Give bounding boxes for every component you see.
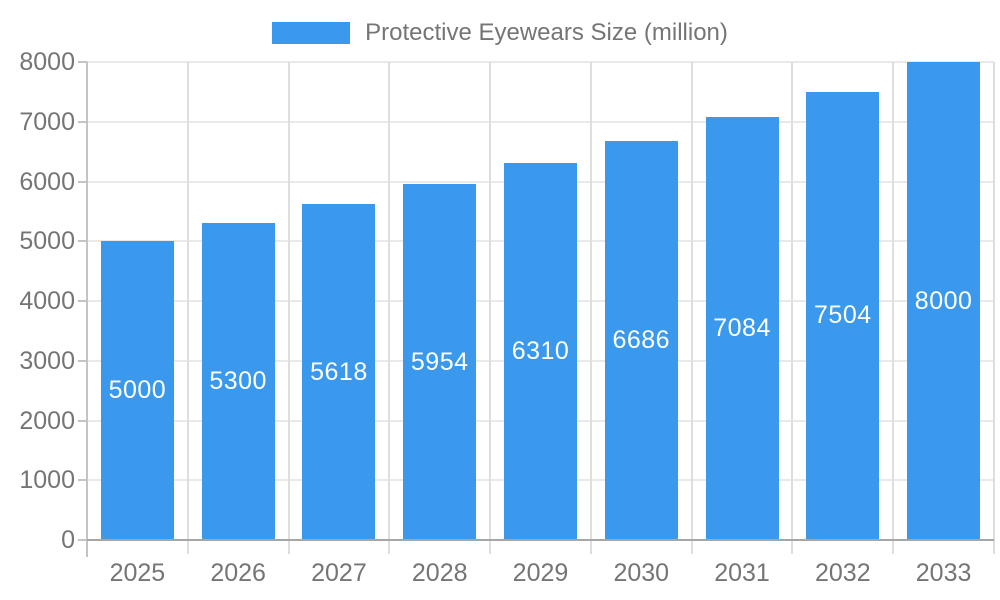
- x-axis-line: [87, 539, 994, 541]
- bar[interactable]: 7504: [806, 91, 880, 540]
- v-gridline: [791, 62, 794, 554]
- legend-label: Protective Eyewears Size (million): [365, 19, 728, 46]
- y-tick-label: 3000: [19, 346, 75, 375]
- bar[interactable]: 7084: [705, 116, 779, 540]
- bar[interactable]: 5300: [201, 223, 275, 540]
- x-tick-label: 2033: [915, 559, 972, 587]
- y-tick-label: 0: [61, 526, 75, 554]
- x-tick-label: 2027: [311, 559, 367, 587]
- x-tick-label: 2028: [411, 559, 468, 587]
- y-tick: [78, 539, 87, 541]
- bar-value-label: 6686: [612, 325, 671, 354]
- v-gridline: [589, 62, 592, 554]
- y-tick: [78, 240, 87, 243]
- y-tick: [78, 61, 87, 63]
- y-tick-label: 5000: [19, 227, 75, 256]
- v-gridline: [993, 62, 995, 554]
- v-gridline: [287, 62, 290, 554]
- bar[interactable]: 5618: [302, 204, 376, 540]
- legend-swatch: [272, 22, 351, 44]
- bar-value-label: 5300: [209, 367, 267, 396]
- y-tick: [78, 300, 87, 302]
- bar[interactable]: 8000: [907, 62, 981, 540]
- bar-value-label: 7084: [713, 313, 771, 342]
- x-tick-label: 2026: [210, 559, 266, 587]
- bar-value-label: 8000: [914, 286, 973, 315]
- bar-value-label: 5000: [108, 376, 167, 405]
- bar-value-label: 5618: [310, 357, 368, 386]
- bar[interactable]: 6310: [504, 162, 577, 540]
- x-tick-label: 2031: [714, 559, 770, 587]
- bar-value-label: 6310: [511, 336, 570, 365]
- x-tick-label: 2032: [815, 559, 871, 587]
- x-tick-label: 2025: [109, 559, 166, 587]
- y-tick-label: 6000: [19, 167, 75, 196]
- v-gridline: [690, 62, 693, 554]
- bar[interactable]: 5954: [403, 184, 477, 540]
- y-tick: [78, 359, 87, 362]
- legend-item[interactable]: Protective Eyewears Size (million): [272, 19, 728, 47]
- bar-value-label: 5954: [410, 347, 469, 376]
- y-tick-label: 7000: [19, 107, 75, 136]
- y-tick: [78, 180, 87, 183]
- y-tick: [78, 419, 87, 422]
- v-gridline: [186, 62, 189, 554]
- y-tick-label: 8000: [19, 48, 75, 76]
- bar[interactable]: 6686: [604, 140, 678, 540]
- x-tick-label: 2030: [613, 559, 670, 587]
- v-gridline: [489, 62, 492, 554]
- y-tick-label: 2000: [19, 406, 75, 435]
- y-tick: [78, 479, 87, 482]
- y-tick: [78, 120, 87, 123]
- y-axis-line: [86, 62, 88, 557]
- h-gridline: [87, 120, 994, 123]
- bar-value-label: 7504: [814, 301, 872, 330]
- bar[interactable]: 5000: [100, 241, 174, 540]
- plot-area: 5000 5300 5618 5954 6310 6686 7084 7504 8000: [78, 61, 995, 557]
- v-gridline: [892, 62, 895, 554]
- v-gridline: [388, 62, 391, 554]
- y-tick-label: 1000: [19, 466, 75, 495]
- y-tick-label: 4000: [19, 287, 75, 315]
- legend: Protective Eyewears Size (million): [0, 18, 1000, 48]
- h-gridline: [87, 61, 994, 63]
- x-tick-label: 2029: [512, 559, 569, 587]
